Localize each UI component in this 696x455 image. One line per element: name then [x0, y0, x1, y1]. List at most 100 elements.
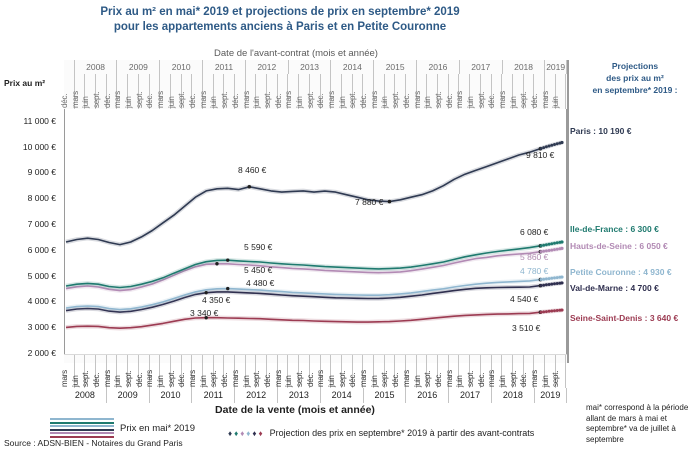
bottom-axis-caption: Date de la vente (mois et année) [215, 404, 375, 416]
value-label-4480: 4 480 € [246, 278, 275, 288]
series-line [65, 147, 541, 246]
page-title: Prix au m² en mai* 2019 et projections d… [0, 5, 560, 35]
y-axis-tick-label: 8 000 € [27, 193, 56, 204]
projection-dot [550, 309, 554, 313]
bottom-year-label: 2009 [107, 388, 150, 403]
top-month-cell: déc. [274, 74, 289, 109]
bottom-month-label: déc. [177, 372, 187, 387]
bottom-month-label: sept. [465, 370, 475, 387]
projection-dot [555, 247, 559, 251]
bottom-month-cell: mars [316, 355, 332, 388]
projection-dots-icon: ♦♦♦♦♦♦ [228, 428, 265, 438]
value-label-9810: 9 810 € [526, 150, 555, 160]
projections-heading: Projections des prix au m² en septembre*… [574, 60, 696, 96]
bottom-year-label: 2019 [535, 388, 567, 403]
bottom-month-label: juin [412, 375, 422, 387]
legend-label-prices: Prix en mai* 2019 [120, 423, 195, 434]
bottom-month-label: déc. [262, 372, 272, 387]
value-label-4780: 4 780 € [520, 266, 549, 276]
top-month-cell: mars [199, 74, 214, 109]
top-month-label: juin [423, 96, 433, 108]
bottom-month-cell: sept. [466, 355, 481, 388]
bottom-month-label: juin [540, 375, 550, 387]
right-axis-line [567, 60, 569, 363]
bottom-month-label: mars [145, 370, 155, 387]
top-month-cell: sept. [306, 74, 321, 109]
bottom-month-cell: juin [370, 355, 385, 388]
top-month-label: juin [166, 96, 176, 108]
top-year-label: 2014 [331, 60, 375, 74]
top-year-label: 2015 [374, 60, 418, 74]
top-month-cell: juin [124, 74, 139, 109]
bottom-month-cell: juin [113, 355, 129, 388]
top-month-cell: mars [113, 74, 129, 109]
top-year-label: 2017 [460, 60, 503, 74]
value-label-5860: 5 860 € [520, 252, 549, 262]
projection-dot [544, 145, 548, 149]
top-month-label: juin [551, 96, 561, 108]
top-year-label: 2008 [75, 60, 118, 74]
top-month-cell: juin [423, 74, 439, 109]
bottom-month-label: déc. [348, 372, 358, 387]
top-year-label: 2011 [203, 60, 246, 74]
projection-dot [550, 276, 554, 280]
bottom-month-cell: déc. [519, 355, 535, 388]
bottom-month-cell: juin [242, 355, 257, 388]
bottom-month-cell: sept. [295, 355, 310, 388]
projection-dot [542, 277, 546, 281]
bottom-month-label: mars [401, 370, 411, 387]
top-month-cell: sept. [348, 74, 364, 109]
top-month-cell: mars [413, 74, 428, 109]
projection-dot [560, 246, 564, 251]
top-month-cell: mars [242, 74, 257, 109]
legend-swatch-line [50, 425, 114, 428]
bottom-month-cell: déc. [135, 355, 150, 388]
top-month-label: déc. [359, 93, 369, 108]
projection-dot [553, 282, 556, 286]
y-axis-tick-label: 10 000 € [22, 141, 56, 152]
legend-swatch-line [50, 428, 114, 431]
legend-label-projection: Projection des prix en septembre* 2019 à… [269, 428, 535, 438]
projection-dot [542, 249, 546, 253]
bottom-month-label: déc. [391, 372, 401, 387]
top-month-cell: juin [509, 74, 524, 109]
bottom-month-cell: juin [455, 355, 471, 388]
bottom-month-cell: déc. [306, 355, 321, 388]
top-month-label: déc. [530, 93, 540, 108]
bottom-year-label: 2014 [321, 388, 364, 403]
top-month-cell: sept. [434, 74, 449, 109]
bottom-year-label: 2008 [64, 388, 107, 403]
bottom-month-label: sept. [81, 370, 91, 387]
bottom-year-label: 2018 [492, 388, 535, 403]
top-month-label: mars [113, 91, 123, 108]
projection-dot [547, 309, 551, 313]
projection-dot-icon: ♦ [258, 429, 264, 438]
bottom-month-label: déc. [91, 372, 101, 387]
bottom-axis-header: mars juin sept. déc. mars juin sept. déc. mars ju… [60, 355, 567, 403]
projection-dot [553, 309, 556, 313]
bottom-month-label: mars [188, 370, 198, 387]
top-month-label: sept. [220, 91, 230, 108]
top-year-label: 2018 [503, 60, 546, 74]
legend-swatch-line [50, 421, 114, 424]
bottom-year-label: 2016 [406, 388, 450, 403]
projection-dot [547, 249, 551, 252]
bottom-month-label: juin [455, 375, 465, 387]
top-month-label: juin [380, 96, 390, 108]
title-line-1: Prix au m² en mai* 2019 et projections d… [100, 6, 460, 18]
bottom-month-cell: mars [402, 355, 417, 388]
series-halo [65, 239, 563, 290]
top-month-cell: mars [284, 74, 300, 109]
top-month-label: mars [455, 91, 465, 108]
bottom-month-cell: mars [445, 355, 460, 388]
projection-dot [553, 143, 556, 146]
top-month-cell: déc. [60, 74, 75, 109]
bottom-month-cell: juin [541, 355, 556, 388]
top-month-cell: mars [327, 74, 342, 109]
top-month-cell: juin [551, 74, 567, 109]
bottom-month-label: juin [70, 375, 80, 387]
data-point-marker [387, 199, 392, 204]
value-label-8460: 8 460 € [238, 165, 267, 175]
top-month-cell: sept. [92, 74, 107, 109]
